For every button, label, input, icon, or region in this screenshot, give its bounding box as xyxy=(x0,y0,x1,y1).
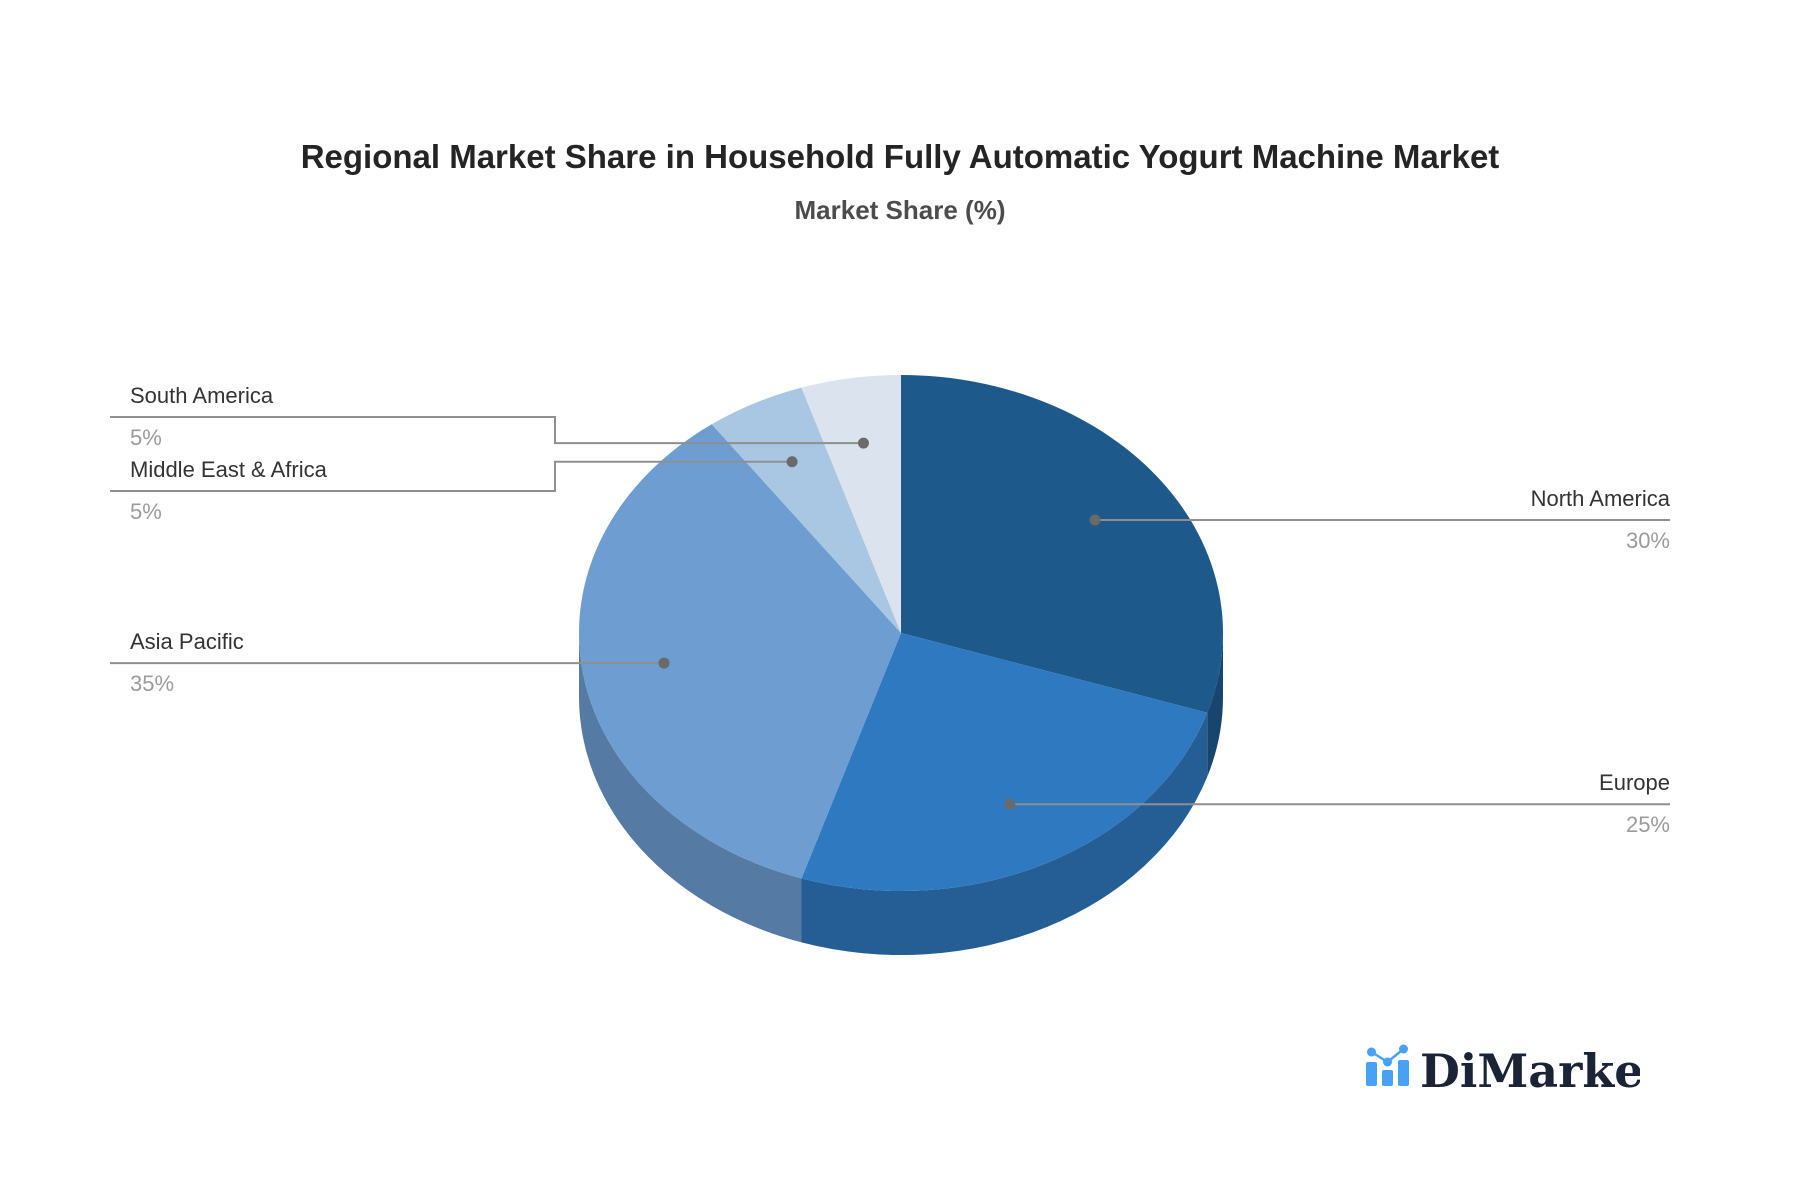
pie-slice-europe xyxy=(801,633,1208,891)
pie-slice-south-america xyxy=(801,375,901,633)
slice-name: Europe xyxy=(1599,770,1670,795)
bar-chart-sparkline-icon xyxy=(1366,1044,1409,1086)
brand-logo: DiMarket xyxy=(1366,1044,1640,1098)
slice-name: North America xyxy=(1530,486,1670,511)
leader-dot-middle-east-africa xyxy=(786,456,798,468)
slice-label-south-america: South America 5% xyxy=(130,383,273,451)
brand-name: DiMarket xyxy=(1420,1044,1640,1098)
slice-percent: 30% xyxy=(1625,528,1670,553)
leader-dot-north-america xyxy=(1089,514,1101,526)
pie-slice-wall-asia-pacific xyxy=(579,633,802,943)
pie-slices xyxy=(579,375,1223,891)
pie-slice-asia-pacific xyxy=(579,424,901,879)
leader-line-south-america xyxy=(110,416,864,445)
leader-line-middle-east-africa xyxy=(110,460,793,492)
pie-3d-walls xyxy=(579,633,1223,955)
pie-slice-wall-europe xyxy=(801,712,1208,955)
leader-dot-south-america xyxy=(857,437,869,449)
slice-name: Middle East & Africa xyxy=(130,457,327,482)
chart-subtitle: Market Share (%) xyxy=(794,195,1006,225)
slice-percent: 5% xyxy=(130,425,162,450)
pie-slice-wall-north-america xyxy=(1207,633,1223,777)
slice-name: South America xyxy=(130,383,274,408)
pie-slice-middle-east-africa xyxy=(711,387,901,633)
slice-label-north-america: North America 30% xyxy=(1531,486,1670,554)
pie-slice-north-america xyxy=(901,375,1223,713)
leader-dot-europe xyxy=(1004,798,1016,810)
slice-label-europe: Europe 25% xyxy=(1599,770,1670,838)
slice-percent: 5% xyxy=(130,499,162,524)
slice-name: Asia Pacific xyxy=(130,629,244,654)
slice-label-middle-east-africa: Middle East & Africa 5% xyxy=(130,457,327,525)
slice-label-asia-pacific: Asia Pacific 35% xyxy=(130,629,244,697)
label-leader-lines xyxy=(110,416,1670,810)
slice-percent: 35% xyxy=(130,671,175,696)
chart-title: Regional Market Share in Household Fully… xyxy=(300,138,1500,175)
leader-dot-asia-pacific xyxy=(658,657,670,669)
slice-percent: 25% xyxy=(1625,812,1670,837)
